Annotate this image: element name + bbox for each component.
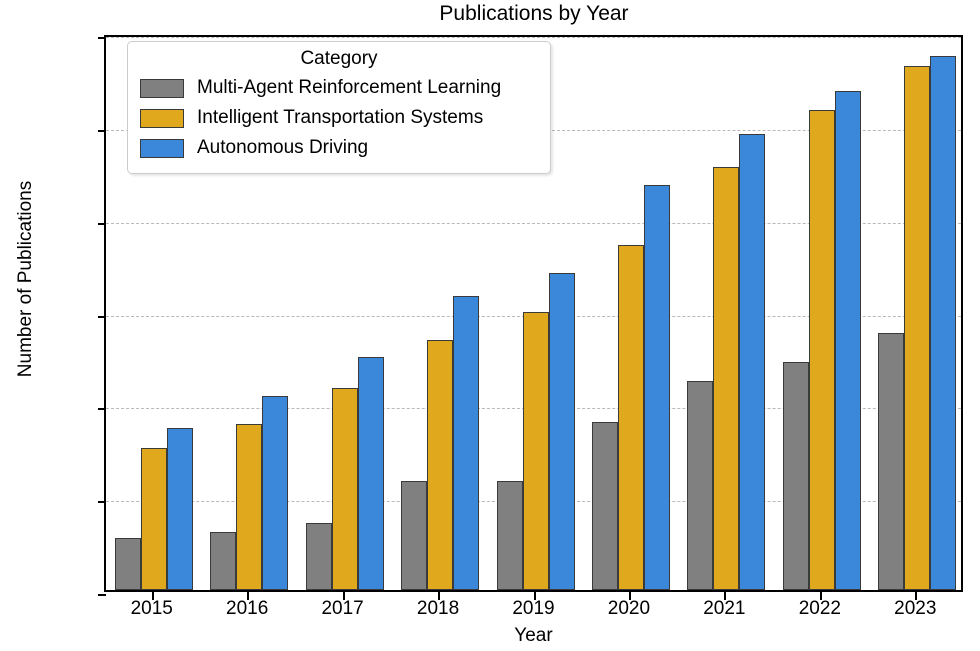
gridline bbox=[106, 37, 961, 38]
x-tick-mark bbox=[915, 592, 918, 600]
legend-rows: Multi-Agent Reinforcement Learning Intell… bbox=[140, 73, 538, 163]
x-tick-label: 2023 bbox=[894, 598, 937, 619]
bar bbox=[522, 311, 549, 590]
x-tick-label: 2022 bbox=[798, 598, 841, 619]
y-tick-mark bbox=[98, 594, 106, 596]
x-tick-label: 2021 bbox=[703, 598, 746, 619]
legend-title: Category bbox=[300, 48, 378, 69]
x-tick-mark bbox=[628, 592, 631, 600]
x-tick-mark bbox=[724, 592, 727, 600]
y-axis-label: Number of Publications bbox=[15, 180, 36, 378]
x-tick-label: 2019 bbox=[512, 598, 555, 619]
legend: Category Multi-Agent Reinforcement Learn… bbox=[127, 41, 551, 174]
bar bbox=[401, 480, 428, 590]
bar bbox=[140, 448, 167, 590]
legend-swatch-icon bbox=[140, 78, 184, 98]
x-tick-mark bbox=[247, 592, 250, 600]
x-tick-mark bbox=[438, 592, 441, 600]
x-tick-label: 2016 bbox=[226, 598, 269, 619]
legend-item[interactable]: Intelligent Transportation Systems bbox=[140, 103, 538, 133]
legend-item-label: Autonomous Driving bbox=[197, 137, 369, 158]
x-axis-label: Year bbox=[514, 625, 553, 646]
legend-item-label: Multi-Agent Reinforcement Learning bbox=[197, 77, 502, 98]
y-tick-mark bbox=[98, 501, 106, 504]
page-title: Publications by Year bbox=[439, 2, 629, 25]
y-tick-mark bbox=[98, 315, 106, 318]
y-tick-mark bbox=[98, 37, 106, 39]
bar bbox=[496, 481, 523, 590]
bar bbox=[357, 357, 384, 590]
bar bbox=[643, 184, 670, 590]
bar bbox=[687, 381, 714, 590]
bar bbox=[878, 332, 905, 590]
bar bbox=[166, 428, 193, 590]
legend-item[interactable]: Autonomous Driving bbox=[140, 133, 538, 163]
x-tick-mark bbox=[533, 592, 536, 600]
bar bbox=[236, 423, 263, 590]
bar bbox=[904, 66, 931, 590]
bar bbox=[834, 90, 861, 590]
bar bbox=[305, 522, 332, 590]
bar bbox=[713, 166, 740, 590]
bar bbox=[262, 396, 289, 590]
bar bbox=[114, 538, 141, 590]
gridline bbox=[106, 222, 961, 224]
x-tick-mark bbox=[151, 592, 154, 600]
bar bbox=[548, 273, 575, 590]
y-tick-mark bbox=[98, 129, 106, 132]
bar bbox=[427, 339, 454, 590]
bar bbox=[210, 532, 237, 590]
bar bbox=[591, 421, 618, 590]
x-tick-label: 2017 bbox=[321, 598, 364, 619]
legend-swatch-icon bbox=[140, 138, 184, 158]
bar bbox=[617, 244, 644, 590]
y-tick-mark bbox=[98, 408, 106, 411]
legend-swatch-icon bbox=[140, 108, 184, 128]
bar bbox=[808, 109, 835, 590]
x-tick-label: 2015 bbox=[130, 598, 173, 619]
bar bbox=[331, 388, 358, 590]
bar bbox=[782, 362, 809, 590]
x-tick-label: 2018 bbox=[416, 598, 460, 619]
bar bbox=[739, 134, 766, 590]
x-tick-mark bbox=[342, 592, 345, 600]
bar bbox=[453, 295, 480, 590]
plot-inner bbox=[98, 37, 961, 596]
y-tick-mark bbox=[98, 222, 106, 225]
bar bbox=[930, 55, 957, 590]
legend-item-label: Intelligent Transportation Systems bbox=[197, 107, 484, 128]
legend-item[interactable]: Multi-Agent Reinforcement Learning bbox=[140, 73, 538, 103]
x-tick-label: 2020 bbox=[607, 598, 651, 619]
x-tick-mark bbox=[819, 592, 822, 600]
